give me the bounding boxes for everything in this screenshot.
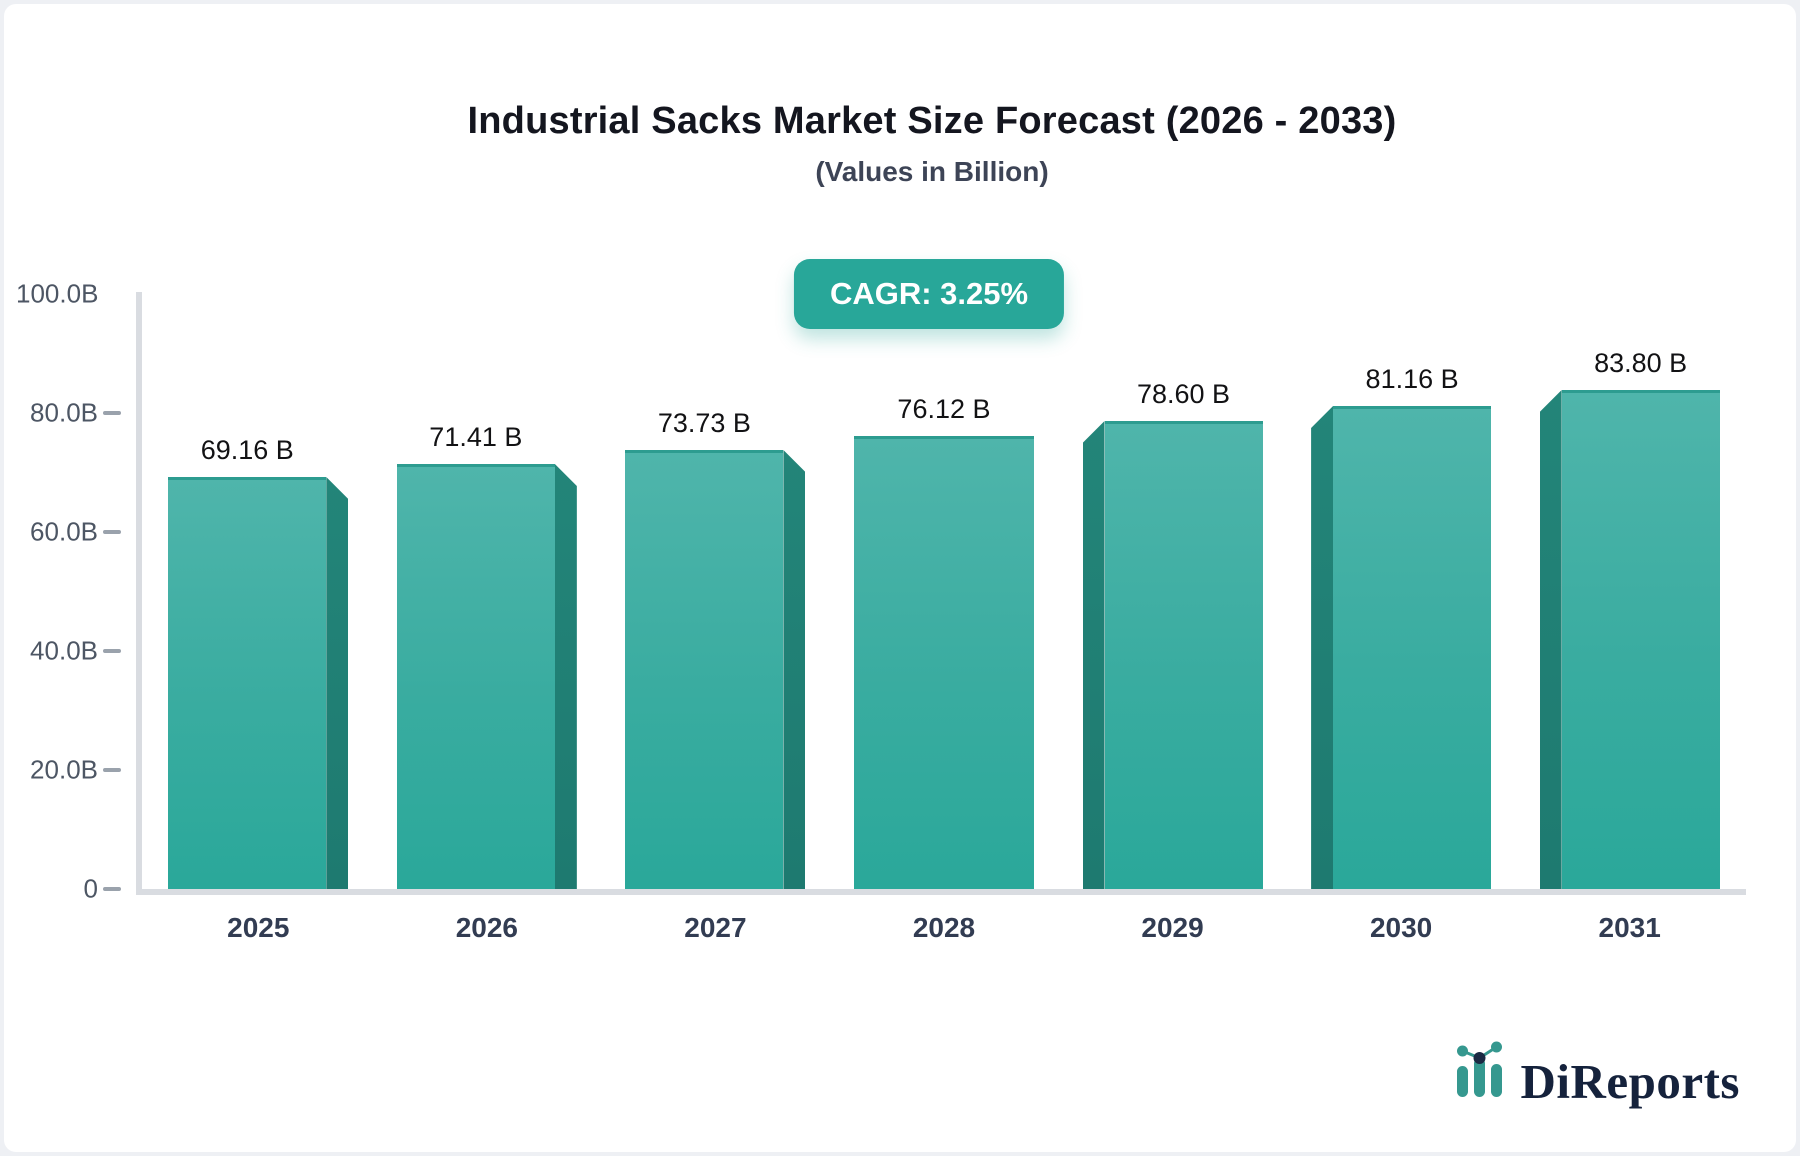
y-tick-dash bbox=[103, 649, 121, 653]
bar-group-2026[interactable]: 71.41 B 2026 bbox=[396, 422, 577, 943]
bar-value-label-2026: 71.41 B bbox=[429, 422, 523, 452]
x-axis-label-2031: 2031 bbox=[1598, 912, 1661, 943]
bar-side-shade bbox=[1082, 421, 1105, 889]
bar-chart-logo-icon bbox=[1450, 1039, 1512, 1106]
y-tick-dash bbox=[103, 411, 121, 415]
bar-face-2025[interactable] bbox=[168, 477, 327, 889]
y-tick-label-40.0B: 40.0B bbox=[30, 635, 98, 666]
bar-2031[interactable] bbox=[1539, 390, 1720, 889]
bar-value-label-2028: 76.12 B bbox=[897, 394, 991, 424]
chart-title: Industrial Sacks Market Size Forecast (2… bbox=[467, 100, 1397, 142]
bar-face-2029[interactable] bbox=[1104, 421, 1263, 889]
bar-2026[interactable] bbox=[396, 464, 577, 889]
x-axis-line bbox=[136, 889, 1746, 895]
bar-value-label-2030: 81.16 B bbox=[1365, 364, 1459, 394]
x-axis-label-2026: 2026 bbox=[455, 912, 518, 943]
bar-value-label-2029: 78.60 B bbox=[1136, 379, 1231, 409]
bar-2027[interactable] bbox=[625, 450, 806, 889]
bar-group-2030[interactable]: 81.16 B 2030 bbox=[1311, 364, 1492, 943]
bar-group-2027[interactable]: 73.73 B 2027 bbox=[625, 408, 806, 943]
bar-face-2027[interactable] bbox=[625, 450, 784, 889]
bar-face-2026[interactable] bbox=[396, 464, 555, 889]
bar-2029[interactable] bbox=[1082, 421, 1263, 889]
bar-value-label-2031: 83.80 B bbox=[1594, 348, 1688, 378]
bar-plot-area: 69.16 B 2025 71.41 B 2026 73.73 B 2027 76.12 B… bbox=[144, 294, 1744, 943]
y-tick-dash bbox=[103, 768, 121, 772]
direports-logo: DiReports bbox=[1450, 1039, 1740, 1106]
cagr-badge: CAGR: 3.25% bbox=[793, 259, 1065, 329]
y-tick-label-80.0B: 80.0B bbox=[30, 397, 98, 428]
bar-face-2031[interactable] bbox=[1561, 390, 1720, 889]
bar-group-2031[interactable]: 83.80 B 2031 bbox=[1539, 348, 1720, 943]
bar-value-label-2025: 69.16 B bbox=[200, 435, 294, 465]
x-axis-label-2027: 2027 bbox=[684, 912, 747, 943]
x-axis-label-2029: 2029 bbox=[1141, 912, 1204, 943]
y-tick-label-100.0B: 100.0B bbox=[16, 278, 99, 309]
bar-group-2029[interactable]: 78.60 B 2029 bbox=[1082, 379, 1263, 943]
bar-side-shade bbox=[1311, 406, 1334, 889]
chart-subtitle: (Values in Billion) bbox=[815, 156, 1049, 187]
bar-side-shade bbox=[783, 450, 806, 889]
chart-card: Industrial Sacks Market Size Forecast (2… bbox=[4, 4, 1796, 1152]
bar-face-2030[interactable] bbox=[1333, 406, 1492, 889]
y-tick-dash bbox=[103, 530, 121, 534]
bar-side-shade bbox=[554, 464, 577, 889]
bar-side-shade bbox=[326, 477, 349, 889]
y-tick-label-20.0B: 20.0B bbox=[30, 754, 98, 785]
y-tick-dash bbox=[103, 887, 121, 891]
bar-group-2025[interactable]: 69.16 B 2025 bbox=[168, 435, 349, 943]
x-axis-label-2025: 2025 bbox=[227, 912, 290, 943]
y-axis-line bbox=[136, 292, 142, 895]
logo-wordmark: DiReports bbox=[1520, 1054, 1740, 1109]
bar-face-2028[interactable] bbox=[853, 436, 1034, 889]
x-axis-label-2030: 2030 bbox=[1369, 912, 1433, 943]
bar-value-label-2027: 73.73 B bbox=[657, 408, 751, 438]
y-tick-label-60.0B: 60.0B bbox=[30, 516, 98, 547]
y-tick-label-0: 0 bbox=[83, 873, 98, 904]
bar-2028[interactable] bbox=[853, 436, 1034, 889]
bar-2025[interactable] bbox=[168, 477, 349, 889]
x-axis-label-2028: 2028 bbox=[912, 912, 976, 943]
bar-2030[interactable] bbox=[1311, 406, 1492, 889]
bar-group-2028[interactable]: 76.12 B 2028 bbox=[853, 394, 1034, 943]
bar-side-shade bbox=[1539, 390, 1562, 889]
